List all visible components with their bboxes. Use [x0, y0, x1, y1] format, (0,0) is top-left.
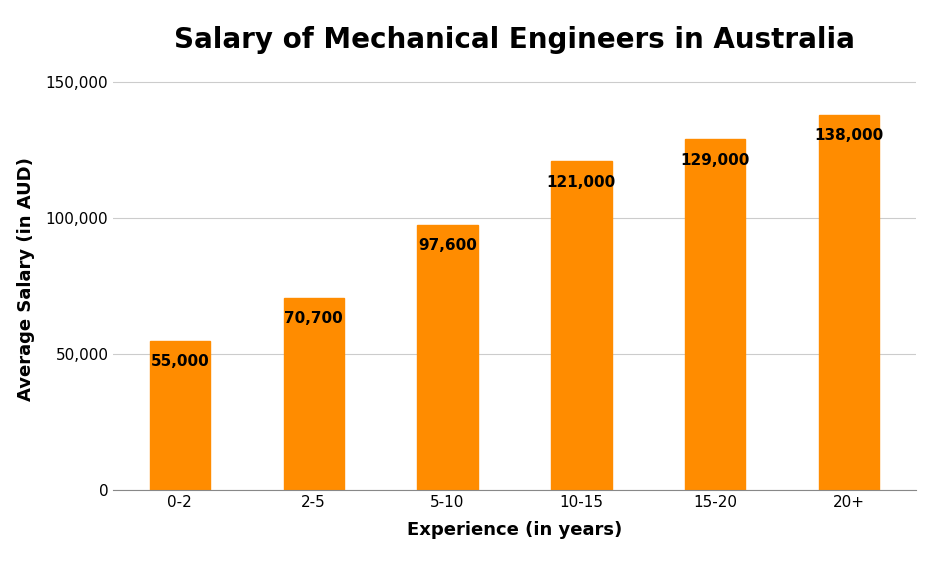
Bar — [417, 225, 478, 490]
Text: 70,700: 70,700 — [284, 311, 343, 327]
Bar — [819, 115, 879, 490]
Text: 129,000: 129,000 — [681, 153, 750, 168]
Bar — [685, 139, 746, 490]
Title: Salary of Mechanical Engineers in Australia: Salary of Mechanical Engineers in Austra… — [174, 26, 855, 54]
Text: 97,600: 97,600 — [418, 238, 477, 253]
Bar — [283, 298, 344, 490]
Bar — [551, 161, 612, 490]
Y-axis label: Average Salary (in AUD): Average Salary (in AUD) — [17, 157, 35, 401]
Bar — [150, 340, 210, 490]
Text: 138,000: 138,000 — [815, 128, 884, 143]
Text: 121,000: 121,000 — [547, 174, 616, 190]
X-axis label: Experience (in years): Experience (in years) — [407, 521, 622, 539]
Text: 55,000: 55,000 — [150, 354, 210, 369]
